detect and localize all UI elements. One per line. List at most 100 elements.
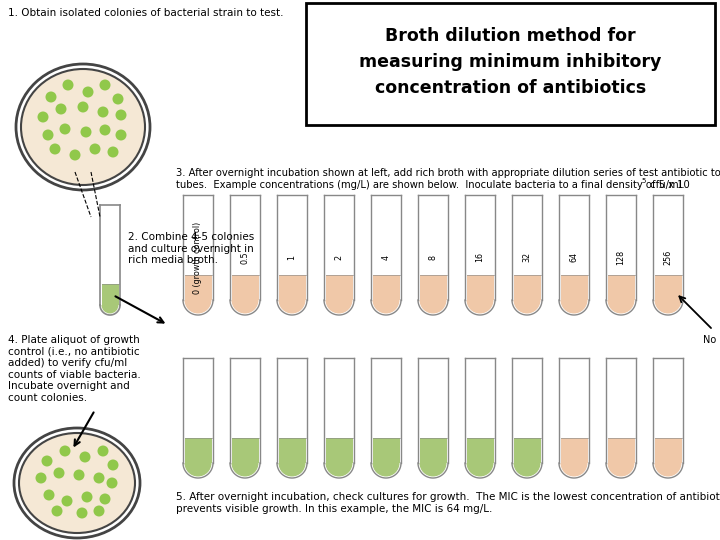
- Bar: [183, 358, 213, 463]
- Circle shape: [50, 144, 60, 154]
- Ellipse shape: [16, 64, 150, 190]
- Wedge shape: [420, 300, 446, 314]
- Circle shape: [45, 91, 56, 103]
- Wedge shape: [183, 300, 213, 315]
- Circle shape: [60, 446, 71, 456]
- Circle shape: [52, 505, 63, 516]
- Text: 5: 5: [641, 178, 645, 184]
- Circle shape: [97, 446, 109, 456]
- Text: 256: 256: [664, 250, 672, 265]
- Bar: [232, 275, 258, 300]
- Bar: [559, 358, 589, 463]
- Text: No bacteria; broth control: No bacteria; broth control: [703, 335, 720, 345]
- Bar: [654, 275, 682, 300]
- Text: 16: 16: [475, 252, 485, 262]
- Wedge shape: [465, 463, 495, 478]
- Text: 3. After overnight incubation shown at left, add rich broth with appropriate dil: 3. After overnight incubation shown at l…: [176, 168, 720, 178]
- Bar: [100, 205, 120, 305]
- Wedge shape: [559, 463, 589, 478]
- Text: 4: 4: [382, 255, 390, 260]
- Circle shape: [107, 460, 119, 470]
- Circle shape: [42, 130, 53, 140]
- Wedge shape: [232, 300, 258, 314]
- Bar: [279, 438, 305, 463]
- Circle shape: [37, 111, 48, 123]
- Text: prevents visible growth. In this example, the MIC is 64 mg/L.: prevents visible growth. In this example…: [176, 504, 492, 514]
- Wedge shape: [560, 300, 588, 314]
- Text: tubes.  Example concentrations (mg/L) are shown below.  Inoculate bacteria to a : tubes. Example concentrations (mg/L) are…: [176, 180, 690, 190]
- Bar: [465, 358, 495, 463]
- Wedge shape: [324, 300, 354, 315]
- Wedge shape: [325, 300, 353, 314]
- Text: 8: 8: [428, 255, 438, 260]
- Wedge shape: [654, 300, 682, 314]
- Wedge shape: [184, 463, 212, 476]
- Circle shape: [61, 496, 73, 507]
- Wedge shape: [559, 300, 589, 315]
- Bar: [608, 275, 634, 300]
- Bar: [420, 275, 446, 300]
- Wedge shape: [513, 300, 541, 314]
- Wedge shape: [608, 300, 634, 314]
- Circle shape: [43, 489, 55, 501]
- Bar: [560, 438, 588, 463]
- Bar: [654, 438, 682, 463]
- Circle shape: [35, 472, 47, 483]
- Bar: [608, 438, 634, 463]
- Text: concentration of antibiotics: concentration of antibiotics: [375, 79, 646, 97]
- Text: 5. After overnight incubation, check cultures for growth.  The MIC is the lowest: 5. After overnight incubation, check cul…: [176, 492, 720, 502]
- Bar: [513, 438, 541, 463]
- Wedge shape: [232, 463, 258, 476]
- Ellipse shape: [14, 428, 140, 538]
- Wedge shape: [325, 463, 353, 476]
- Wedge shape: [653, 463, 683, 478]
- Wedge shape: [653, 300, 683, 315]
- Wedge shape: [277, 300, 307, 315]
- Circle shape: [78, 102, 89, 112]
- Circle shape: [107, 146, 119, 158]
- Bar: [653, 358, 683, 463]
- Wedge shape: [467, 300, 493, 314]
- Circle shape: [76, 508, 88, 518]
- Circle shape: [115, 110, 127, 120]
- Bar: [371, 195, 401, 300]
- Wedge shape: [100, 305, 120, 315]
- Bar: [325, 275, 353, 300]
- Circle shape: [99, 494, 110, 504]
- Circle shape: [55, 104, 66, 114]
- Bar: [230, 358, 260, 463]
- Bar: [372, 438, 400, 463]
- Circle shape: [42, 456, 53, 467]
- Text: cfu/ml.: cfu/ml.: [647, 180, 685, 190]
- Text: measuring minimum inhibitory: measuring minimum inhibitory: [359, 53, 662, 71]
- Text: 128: 128: [616, 250, 626, 265]
- Wedge shape: [372, 300, 400, 314]
- Wedge shape: [467, 463, 493, 476]
- Circle shape: [79, 451, 91, 462]
- Bar: [230, 195, 260, 300]
- Text: 64: 64: [570, 252, 578, 262]
- Text: 4. Plate aliquot of growth
control (i.e., no antibiotic
added) to verify cfu/ml
: 4. Plate aliquot of growth control (i.e.…: [8, 335, 140, 403]
- Bar: [606, 358, 636, 463]
- Wedge shape: [277, 463, 307, 478]
- Wedge shape: [606, 463, 636, 478]
- Bar: [560, 275, 588, 300]
- Bar: [467, 438, 493, 463]
- Bar: [371, 358, 401, 463]
- Wedge shape: [372, 463, 400, 476]
- Circle shape: [81, 126, 91, 138]
- Wedge shape: [654, 463, 682, 476]
- Text: 1. Obtain isolated colonies of bacterial strain to test.: 1. Obtain isolated colonies of bacterial…: [8, 8, 284, 18]
- Circle shape: [73, 469, 84, 481]
- Wedge shape: [512, 463, 542, 478]
- Wedge shape: [608, 463, 634, 476]
- Bar: [232, 438, 258, 463]
- Wedge shape: [371, 300, 401, 315]
- Text: Broth dilution method for: Broth dilution method for: [385, 27, 636, 45]
- Circle shape: [81, 491, 92, 503]
- Text: 32: 32: [523, 252, 531, 262]
- Circle shape: [112, 93, 124, 105]
- Bar: [420, 438, 446, 463]
- Wedge shape: [418, 300, 448, 315]
- Wedge shape: [371, 463, 401, 478]
